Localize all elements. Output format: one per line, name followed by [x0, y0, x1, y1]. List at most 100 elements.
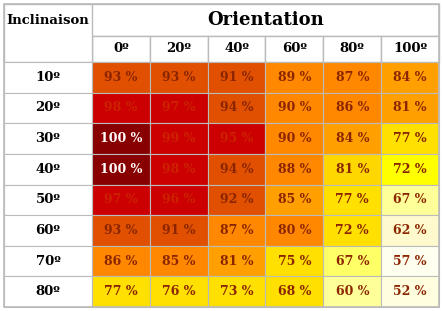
Text: 100º: 100º	[393, 43, 427, 55]
Text: 89 %: 89 %	[278, 71, 311, 84]
Text: 91 %: 91 %	[162, 224, 195, 237]
Bar	[381, 154, 439, 184]
Bar	[381, 36, 439, 62]
Text: 87 %: 87 %	[335, 71, 369, 84]
Bar	[208, 36, 265, 62]
Bar	[150, 36, 208, 62]
Text: 81 %: 81 %	[220, 255, 253, 267]
Bar	[265, 215, 323, 246]
Bar	[92, 215, 150, 246]
Text: 60º: 60º	[35, 224, 61, 237]
Text: 91 %: 91 %	[220, 71, 253, 84]
Bar	[323, 246, 381, 276]
Text: 50º: 50º	[35, 193, 61, 206]
Text: 77 %: 77 %	[393, 132, 427, 145]
Bar	[92, 184, 150, 215]
Text: 81 %: 81 %	[335, 163, 369, 176]
Text: 97 %: 97 %	[104, 193, 138, 206]
Bar	[92, 276, 150, 307]
Text: 77 %: 77 %	[104, 285, 138, 298]
Text: 0º: 0º	[113, 43, 129, 55]
Bar	[150, 62, 208, 93]
Text: 67 %: 67 %	[393, 193, 427, 206]
Text: 20º: 20º	[35, 101, 61, 114]
Text: Inclinaison: Inclinaison	[7, 13, 89, 26]
Text: 40º: 40º	[224, 43, 249, 55]
Bar	[92, 62, 150, 93]
Bar	[381, 184, 439, 215]
Text: 90 %: 90 %	[278, 101, 311, 114]
Text: 97 %: 97 %	[162, 101, 195, 114]
Text: 67 %: 67 %	[335, 255, 369, 267]
Bar	[150, 154, 208, 184]
Bar	[265, 276, 323, 307]
Bar	[381, 62, 439, 93]
Bar	[265, 62, 323, 93]
Text: 100 %: 100 %	[100, 163, 142, 176]
Text: 85 %: 85 %	[278, 193, 311, 206]
Bar	[4, 36, 92, 62]
Bar	[208, 154, 265, 184]
Text: 98 %: 98 %	[162, 163, 195, 176]
Bar	[381, 93, 439, 123]
Text: 52 %: 52 %	[393, 285, 427, 298]
Text: 10º: 10º	[35, 71, 61, 84]
Text: 98 %: 98 %	[104, 101, 138, 114]
Bar	[265, 154, 323, 184]
Bar	[265, 246, 323, 276]
Bar	[4, 154, 92, 184]
Text: 30º: 30º	[35, 132, 60, 145]
Bar	[323, 154, 381, 184]
Bar	[265, 36, 323, 62]
Text: 88 %: 88 %	[278, 163, 311, 176]
Text: 92 %: 92 %	[220, 193, 253, 206]
Text: 40º: 40º	[35, 163, 61, 176]
Bar	[92, 123, 150, 154]
Text: 84 %: 84 %	[393, 71, 427, 84]
Text: 85 %: 85 %	[162, 255, 195, 267]
Bar	[150, 246, 208, 276]
Bar	[323, 215, 381, 246]
Text: 99 %: 99 %	[162, 132, 195, 145]
Text: 86 %: 86 %	[104, 255, 138, 267]
Text: 68 %: 68 %	[278, 285, 311, 298]
Text: Orientation: Orientation	[207, 11, 324, 29]
Text: 96 %: 96 %	[162, 193, 195, 206]
Bar	[323, 93, 381, 123]
Bar	[323, 123, 381, 154]
Bar	[381, 276, 439, 307]
Text: 84 %: 84 %	[335, 132, 369, 145]
Bar	[208, 123, 265, 154]
Text: 86 %: 86 %	[335, 101, 369, 114]
Bar	[150, 93, 208, 123]
Text: 73 %: 73 %	[220, 285, 253, 298]
Text: 94 %: 94 %	[220, 101, 253, 114]
Text: 70º: 70º	[35, 255, 60, 267]
Text: 80º: 80º	[340, 43, 365, 55]
Text: 72 %: 72 %	[335, 224, 369, 237]
Bar	[323, 184, 381, 215]
Bar	[265, 184, 323, 215]
Text: 80º: 80º	[35, 285, 60, 298]
Text: 80 %: 80 %	[278, 224, 311, 237]
Bar	[208, 93, 265, 123]
Text: 94 %: 94 %	[220, 163, 253, 176]
Bar	[265, 123, 323, 154]
Bar	[4, 4, 92, 62]
Bar	[4, 246, 92, 276]
Text: 100 %: 100 %	[100, 132, 142, 145]
Bar	[265, 93, 323, 123]
Text: 81 %: 81 %	[393, 101, 427, 114]
Bar	[381, 246, 439, 276]
Bar	[323, 36, 381, 62]
Text: 76 %: 76 %	[162, 285, 195, 298]
Bar	[4, 215, 92, 246]
Bar	[92, 246, 150, 276]
Bar	[323, 276, 381, 307]
Bar	[4, 276, 92, 307]
Bar	[323, 62, 381, 93]
Bar	[92, 93, 150, 123]
Text: 57 %: 57 %	[393, 255, 427, 267]
Text: 77 %: 77 %	[335, 193, 369, 206]
Text: 75 %: 75 %	[278, 255, 311, 267]
